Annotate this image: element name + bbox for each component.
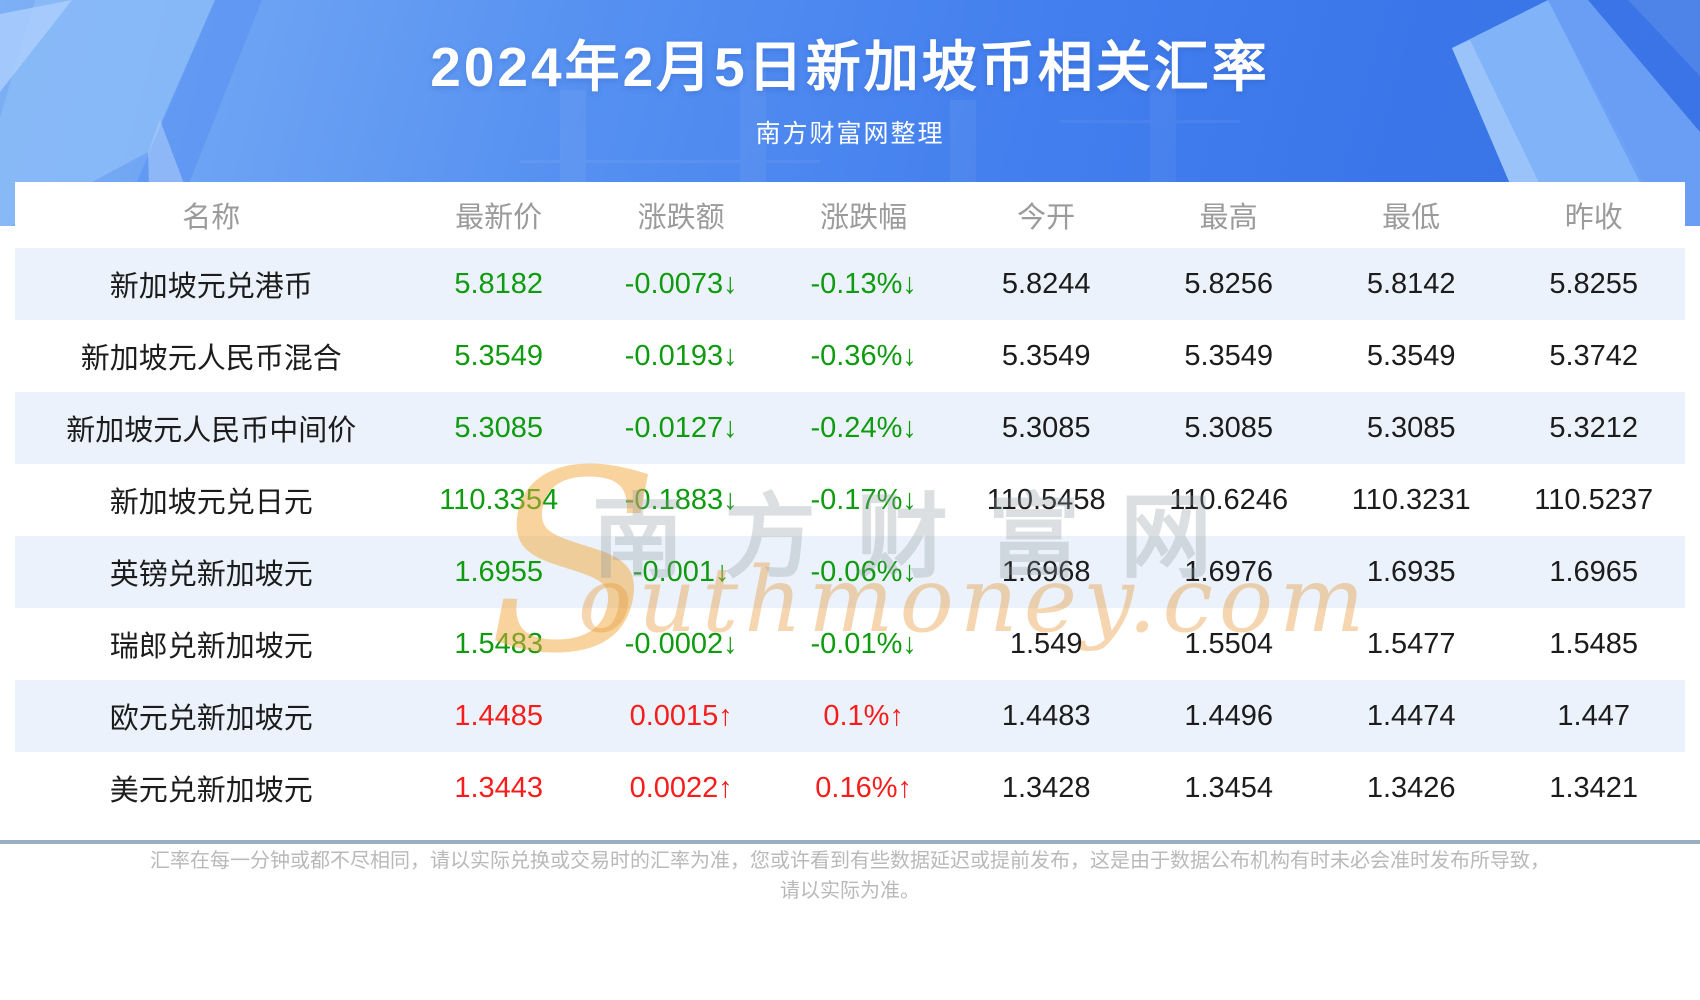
cell-change: 0.0022↑ [629,771,733,804]
table-row: 新加坡元人民币混合 5.3549 -0.0193↓ -0.36%↓ 5.3549… [15,320,1685,392]
cell-high: 110.6246 [1169,483,1289,516]
cell-change-pct: 0.16%↑ [815,771,913,804]
table-row: 瑞郎兑新加坡元 1.5483 -0.0002↓ -0.01%↓ 1.549 1.… [15,608,1685,680]
cell-low: 110.3231 [1351,483,1471,516]
cell-change: -0.1883↓ [624,483,738,516]
cell-low: 1.4474 [1366,699,1456,732]
cell-open: 1.3428 [1001,771,1091,804]
cell-low: 1.6935 [1366,555,1456,588]
header-open: 今开 [954,182,1138,248]
table-row: 新加坡元兑日元 110.3354 -0.1883↓ -0.17%↓ 110.54… [15,464,1685,536]
cell-low: 5.3085 [1366,411,1456,444]
footer-divider [0,840,1700,844]
table-header-row: 名称 最新价 涨跌额 涨跌幅 今开 最高 最低 昨收 [15,182,1685,248]
disclaimer-line-2: 请以实际为准。 [780,880,920,902]
cell-latest: 110.3354 [439,483,559,516]
page-subtitle: 南方财富网整理 [755,120,945,148]
cell-change-pct: -0.01%↓ [810,627,917,660]
rates-card: 名称 最新价 涨跌额 涨跌幅 今开 最高 最低 昨收 新加坡元兑港币 5.818… [15,182,1685,824]
cell-prev-close: 1.5485 [1549,627,1639,660]
header-high: 最高 [1137,182,1320,248]
header-change: 涨跌额 [589,182,773,248]
cell-pair-name: 英镑兑新加坡元 [109,559,313,591]
cell-latest: 1.5483 [454,627,544,660]
cell-latest: 5.3549 [454,339,544,372]
cell-prev-close: 5.3212 [1549,411,1639,444]
header-prev-close: 昨收 [1502,182,1685,248]
disclaimer-line-1: 汇率在每一分钟或都不尽相同，请以实际兑换或交易时的汇率为准，您或许看到有些数据延… [150,850,1550,872]
cell-pair-name: 新加坡元人民币中间价 [66,415,357,447]
cell-latest: 5.8182 [454,267,544,300]
cell-change: -0.0002↓ [624,627,738,660]
cell-latest: 5.3085 [454,411,544,444]
cell-change: -0.0073↓ [624,267,738,300]
cell-change: -0.0193↓ [624,339,738,372]
cell-high: 5.3549 [1184,339,1274,372]
cell-change-pct: -0.13%↓ [810,267,917,300]
cell-open: 1.549 [1009,627,1083,660]
cell-prev-close: 5.8255 [1549,267,1639,300]
cell-open: 110.5458 [986,483,1106,516]
cell-change: -0.001↓ [632,555,730,588]
cell-open: 1.6968 [1001,555,1091,588]
cell-change-pct: -0.24%↓ [810,411,917,444]
cell-change-pct: -0.17%↓ [810,483,917,516]
cell-pair-name: 新加坡元人民币混合 [80,343,342,375]
cell-low: 1.5477 [1366,627,1456,660]
cell-change-pct: 0.1%↑ [823,699,904,732]
table-row: 新加坡元人民币中间价 5.3085 -0.0127↓ -0.24%↓ 5.308… [15,392,1685,464]
cell-prev-close: 1.3421 [1549,771,1639,804]
cell-open: 5.3549 [1001,339,1091,372]
table-row: 新加坡元兑港币 5.8182 -0.0073↓ -0.13%↓ 5.8244 5… [15,248,1685,320]
header-name: 名称 [15,182,408,248]
cell-high: 1.6976 [1184,555,1274,588]
cell-prev-close: 5.3742 [1549,339,1639,372]
cell-change-pct: -0.36%↓ [810,339,917,372]
table-row: 美元兑新加坡元 1.3443 0.0022↑ 0.16%↑ 1.3428 1.3… [15,752,1685,824]
cell-pair-name: 美元兑新加坡元 [109,775,313,807]
cell-high: 1.4496 [1184,699,1274,732]
cell-change: -0.0127↓ [624,411,738,444]
cell-low: 5.8142 [1366,267,1456,300]
cell-high: 1.5504 [1184,627,1274,660]
cell-pair-name: 新加坡元兑日元 [109,487,313,519]
page-title: 2024年2月5日新加坡币相关汇率 [430,36,1270,98]
banner-decoration-arrows [0,0,1700,226]
cell-latest: 1.6955 [454,555,544,588]
cell-low: 5.3549 [1366,339,1456,372]
cell-change: 0.0015↑ [629,699,733,732]
cell-latest: 1.4485 [454,699,544,732]
cell-pair-name: 新加坡元兑港币 [109,271,313,303]
disclaimer-text: 汇率在每一分钟或都不尽相同，请以实际兑换或交易时的汇率为准，您或许看到有些数据延… [0,846,1700,906]
header-latest: 最新价 [407,182,590,248]
cell-prev-close: 1.6965 [1549,555,1639,588]
table-row: 英镑兑新加坡元 1.6955 -0.001↓ -0.06%↓ 1.6968 1.… [15,536,1685,608]
rates-table: 名称 最新价 涨跌额 涨跌幅 今开 最高 最低 昨收 新加坡元兑港币 5.818… [15,182,1685,824]
cell-change-pct: -0.06%↓ [810,555,917,588]
cell-high: 5.8256 [1184,267,1274,300]
header-change-pct: 涨跌幅 [772,182,955,248]
cell-prev-close: 110.5237 [1534,483,1654,516]
cell-low: 1.3426 [1366,771,1456,804]
cell-prev-close: 1.447 [1557,699,1630,732]
cell-high: 5.3085 [1184,411,1274,444]
cell-high: 1.3454 [1184,771,1274,804]
cell-pair-name: 瑞郎兑新加坡元 [109,631,313,663]
cell-open: 5.3085 [1001,411,1091,444]
cell-open: 1.4483 [1001,699,1091,732]
cell-open: 5.8244 [1001,267,1091,300]
header-low: 最低 [1319,182,1503,248]
cell-pair-name: 欧元兑新加坡元 [109,703,313,735]
table-row: 欧元兑新加坡元 1.4485 0.0015↑ 0.1%↑ 1.4483 1.44… [15,680,1685,752]
cell-latest: 1.3443 [454,771,544,804]
